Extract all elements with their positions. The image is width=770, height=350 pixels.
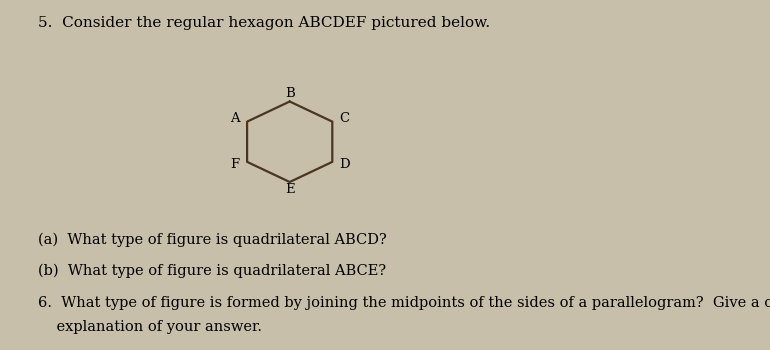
Text: E: E	[285, 183, 294, 196]
Text: explanation of your answer.: explanation of your answer.	[38, 320, 263, 334]
Text: D: D	[339, 158, 350, 171]
Text: 5.  Consider the regular hexagon ABCDEF pictured below.: 5. Consider the regular hexagon ABCDEF p…	[38, 16, 490, 30]
Text: (b)  What type of figure is quadrilateral ABCE?: (b) What type of figure is quadrilateral…	[38, 264, 387, 278]
Text: C: C	[340, 112, 350, 125]
Text: 6.  What type of figure is formed by joining the midpoints of the sides of a par: 6. What type of figure is formed by join…	[38, 296, 770, 310]
Text: F: F	[230, 158, 239, 171]
Text: B: B	[285, 87, 295, 100]
Text: (a)  What type of figure is quadrilateral ABCD?: (a) What type of figure is quadrilateral…	[38, 232, 387, 247]
Text: A: A	[230, 112, 240, 125]
